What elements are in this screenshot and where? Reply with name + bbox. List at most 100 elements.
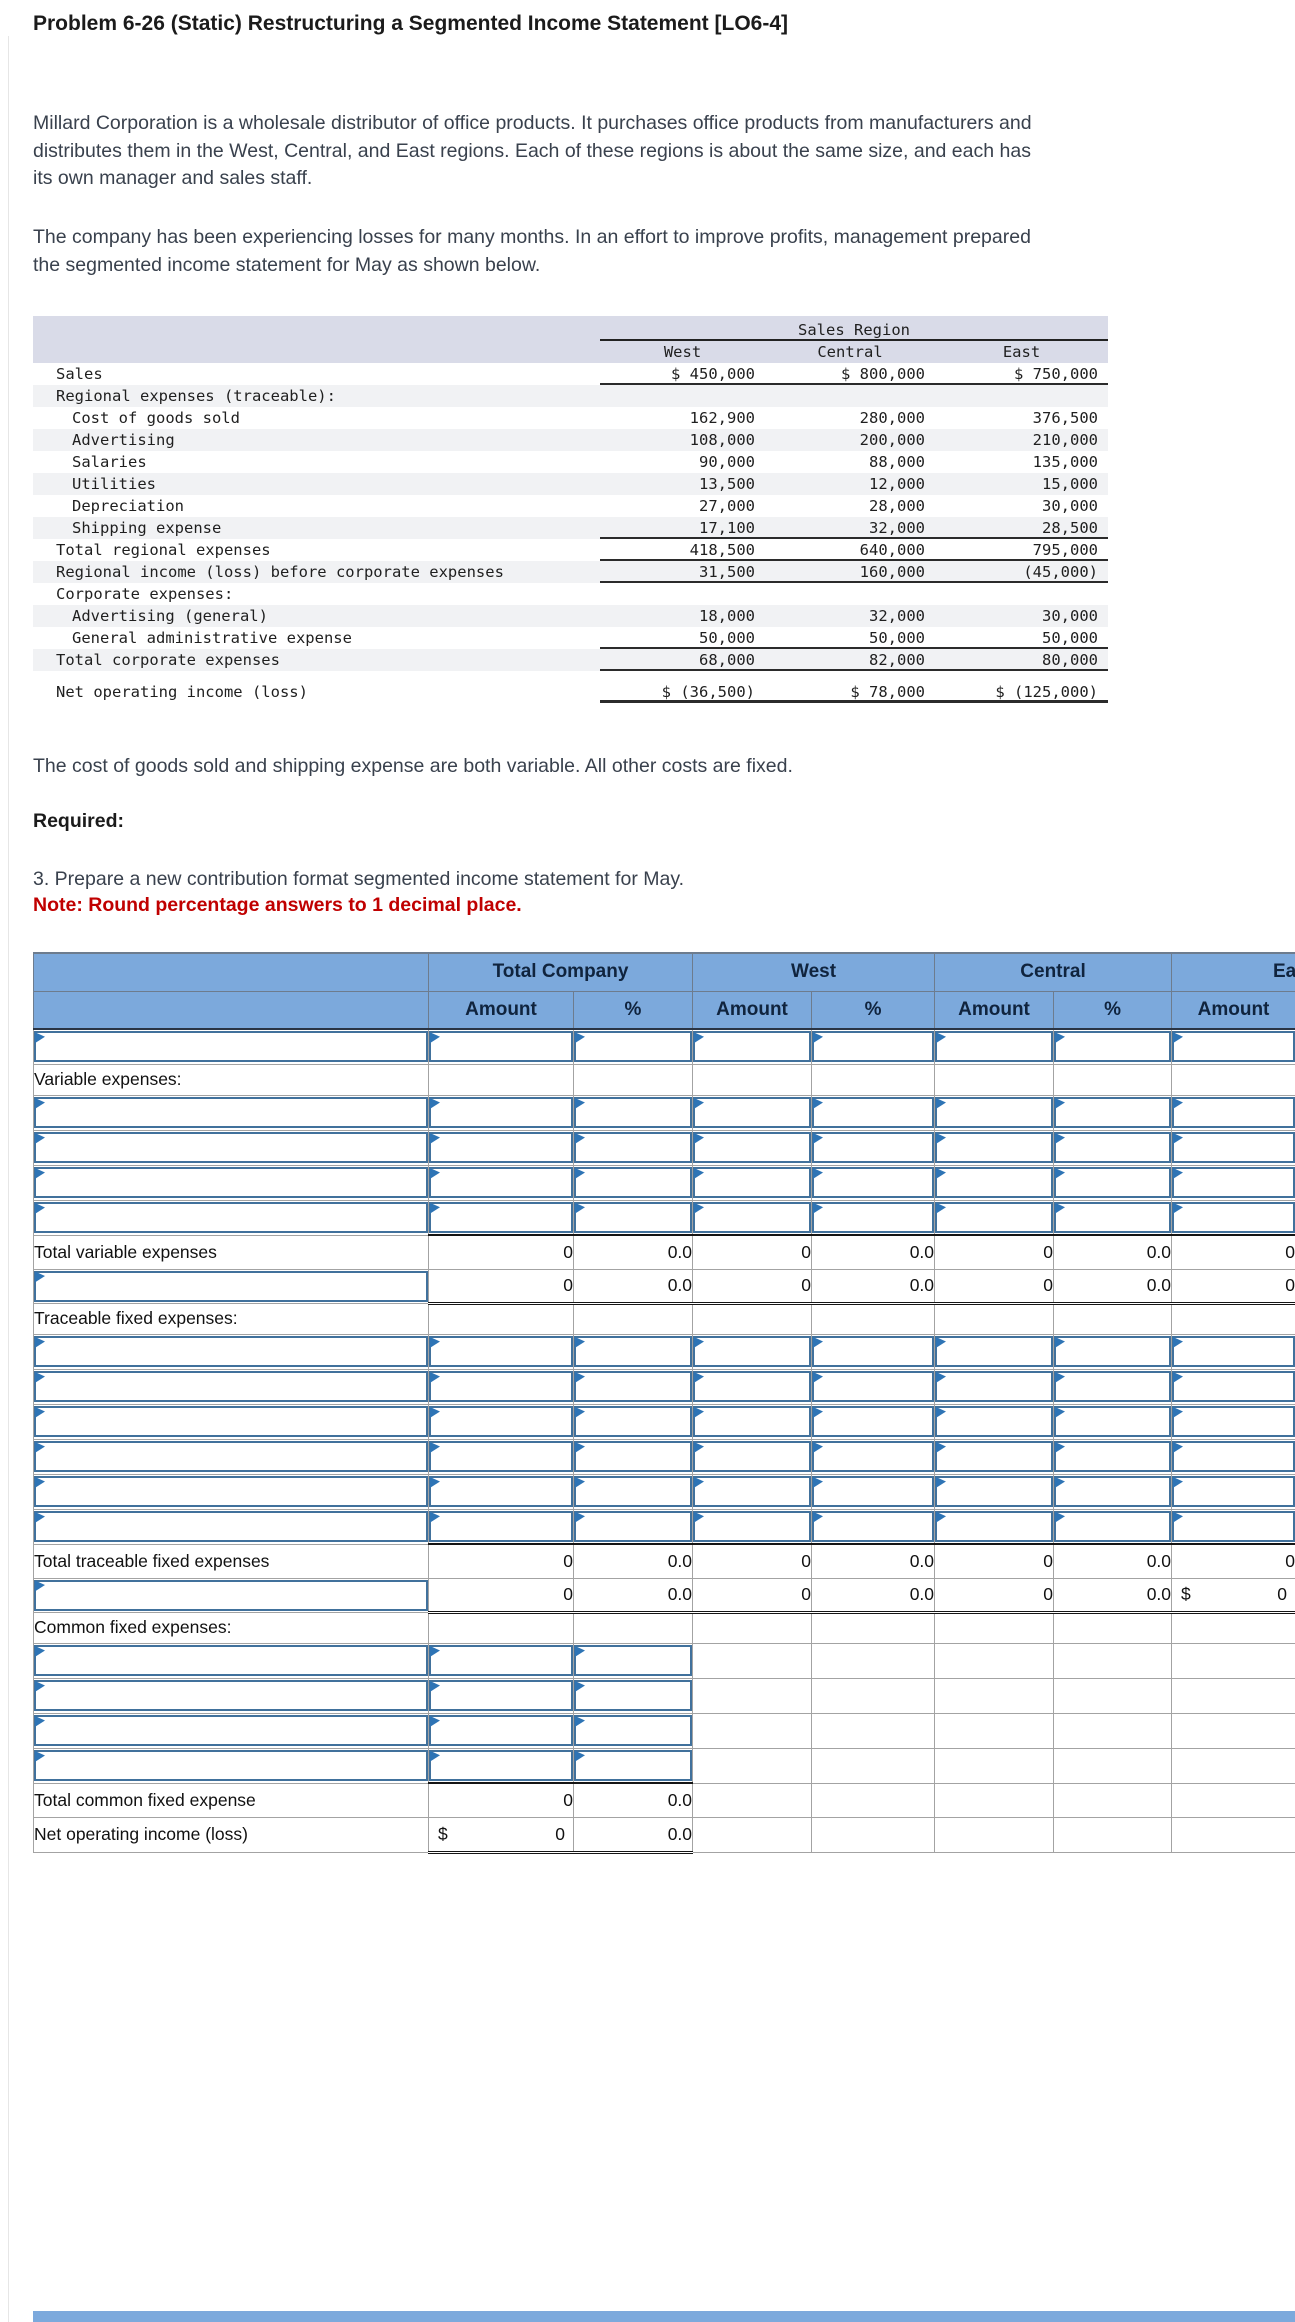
answer-input[interactable] — [935, 1510, 1053, 1542]
answer-input[interactable] — [1054, 1441, 1171, 1472]
answer-input[interactable] — [574, 1749, 692, 1781]
answer-input[interactable] — [812, 1201, 934, 1233]
answer-input[interactable] — [812, 1510, 934, 1542]
answer-input[interactable] — [1054, 1097, 1171, 1128]
answer-input[interactable] — [429, 1715, 573, 1746]
row-label-input[interactable] — [34, 1750, 428, 1781]
answer-input[interactable] — [429, 1371, 573, 1402]
answer-input[interactable] — [812, 1441, 934, 1472]
answer-input[interactable] — [574, 1645, 692, 1676]
answer-input[interactable] — [812, 1371, 934, 1402]
answer-input[interactable] — [429, 1201, 573, 1233]
answer-input[interactable] — [429, 1645, 573, 1676]
row-label-input[interactable] — [34, 1167, 428, 1198]
answer-input[interactable] — [1172, 1167, 1295, 1198]
answer-input[interactable] — [574, 1031, 692, 1063]
answer-input[interactable] — [574, 1201, 692, 1233]
answer-input[interactable] — [1054, 1371, 1171, 1402]
answer-input[interactable] — [574, 1510, 692, 1542]
row-label-input[interactable] — [34, 1441, 428, 1472]
row-label-input[interactable] — [34, 1511, 428, 1542]
answer-input[interactable] — [812, 1476, 934, 1507]
answer-input[interactable] — [693, 1441, 811, 1472]
answer-input[interactable] — [1054, 1406, 1171, 1437]
answer-input[interactable] — [574, 1406, 692, 1437]
answer-input[interactable] — [812, 1097, 934, 1128]
answer-input[interactable] — [1054, 1476, 1171, 1507]
answer-input[interactable] — [429, 1132, 573, 1163]
answer-input[interactable] — [812, 1132, 934, 1163]
answer-input[interactable] — [812, 1336, 934, 1367]
answer-input[interactable] — [574, 1680, 692, 1711]
answer-input[interactable] — [429, 1441, 573, 1472]
row-label-input[interactable] — [34, 1406, 428, 1437]
answer-input[interactable] — [693, 1097, 811, 1128]
answer-input[interactable] — [429, 1167, 573, 1198]
answer-input[interactable] — [574, 1132, 692, 1163]
answer-input[interactable] — [693, 1336, 811, 1367]
answer-input[interactable] — [693, 1201, 811, 1233]
answer-input[interactable] — [693, 1132, 811, 1163]
answer-input[interactable] — [429, 1680, 573, 1711]
answer-input[interactable] — [1172, 1097, 1295, 1128]
answer-input[interactable] — [1172, 1371, 1295, 1402]
answer-input[interactable] — [935, 1132, 1053, 1163]
answer-input[interactable] — [1054, 1167, 1171, 1198]
answer-input[interactable] — [935, 1336, 1053, 1367]
row-label-input[interactable] — [34, 1202, 428, 1233]
answer-input[interactable] — [1172, 1336, 1295, 1367]
row-label-input[interactable] — [34, 1715, 428, 1746]
row-label-input[interactable] — [34, 1645, 428, 1676]
answer-input[interactable] — [812, 1406, 934, 1437]
answer-input[interactable] — [1172, 1406, 1295, 1437]
answer-input[interactable] — [1172, 1476, 1295, 1507]
answer-input[interactable] — [429, 1476, 573, 1507]
row-label-input[interactable] — [34, 1680, 428, 1711]
answer-input[interactable] — [1172, 1201, 1295, 1233]
answer-input[interactable] — [1172, 1031, 1295, 1063]
answer-input[interactable] — [812, 1031, 934, 1063]
answer-input[interactable] — [935, 1201, 1053, 1233]
answer-input[interactable] — [574, 1167, 692, 1198]
answer-input[interactable] — [935, 1031, 1053, 1063]
answer-input[interactable] — [574, 1097, 692, 1128]
row-label-input[interactable] — [34, 1132, 428, 1163]
answer-input[interactable] — [935, 1097, 1053, 1128]
answer-input[interactable] — [693, 1510, 811, 1542]
answer-input[interactable] — [812, 1167, 934, 1198]
answer-input[interactable] — [429, 1406, 573, 1437]
answer-input[interactable] — [935, 1476, 1053, 1507]
answer-input[interactable] — [429, 1749, 573, 1781]
answer-input[interactable] — [935, 1441, 1053, 1472]
row-label-input[interactable] — [34, 1476, 428, 1507]
answer-input[interactable] — [429, 1336, 573, 1367]
answer-input[interactable] — [1054, 1031, 1171, 1063]
answer-input[interactable] — [1054, 1132, 1171, 1163]
answer-input[interactable] — [935, 1406, 1053, 1437]
answer-input[interactable] — [1054, 1510, 1171, 1542]
answer-input[interactable] — [693, 1167, 811, 1198]
answer-input[interactable] — [574, 1441, 692, 1472]
answer-input[interactable] — [693, 1031, 811, 1063]
row-label-input[interactable] — [34, 1371, 428, 1402]
answer-input[interactable] — [1172, 1510, 1295, 1542]
row-label-input[interactable] — [34, 1270, 428, 1302]
answer-input[interactable] — [693, 1476, 811, 1507]
answer-input[interactable] — [1172, 1441, 1295, 1472]
answer-input[interactable] — [693, 1406, 811, 1437]
answer-input[interactable] — [1054, 1336, 1171, 1367]
row-label-input[interactable] — [34, 1336, 428, 1367]
answer-input[interactable] — [574, 1715, 692, 1746]
answer-input[interactable] — [574, 1371, 692, 1402]
row-label-input[interactable] — [34, 1579, 428, 1611]
answer-input[interactable] — [429, 1031, 573, 1063]
answer-input[interactable] — [935, 1167, 1053, 1198]
answer-input[interactable] — [429, 1097, 573, 1128]
row-label-input[interactable] — [34, 1031, 428, 1063]
answer-input[interactable] — [693, 1371, 811, 1402]
answer-input[interactable] — [574, 1476, 692, 1507]
answer-input[interactable] — [1054, 1201, 1171, 1233]
row-label-input[interactable] — [34, 1097, 428, 1128]
answer-input[interactable] — [935, 1371, 1053, 1402]
answer-input[interactable] — [1172, 1132, 1295, 1163]
